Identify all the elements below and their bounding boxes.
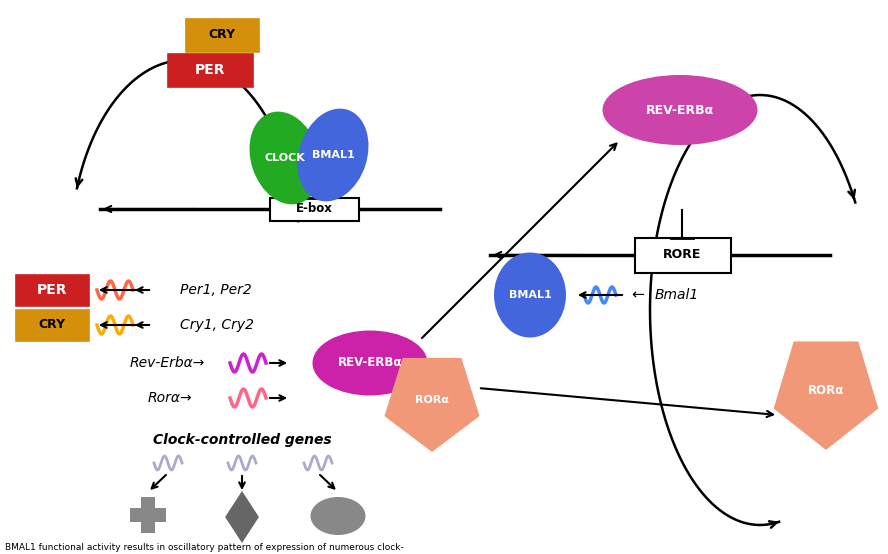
Text: Rev-Erbα→: Rev-Erbα→	[130, 356, 205, 370]
Bar	[141, 497, 155, 533]
FancyBboxPatch shape	[15, 274, 89, 305]
Text: BMAL1: BMAL1	[509, 290, 551, 300]
Polygon shape	[773, 341, 878, 450]
Bar	[130, 508, 166, 522]
Ellipse shape	[313, 331, 427, 396]
Text: CRY: CRY	[209, 28, 235, 42]
Ellipse shape	[602, 75, 757, 145]
Text: Cry1, Cry2: Cry1, Cry2	[180, 318, 254, 332]
Text: Per1, Per2: Per1, Per2	[180, 283, 252, 297]
Polygon shape	[385, 358, 480, 452]
Text: Clock-controlled genes: Clock-controlled genes	[153, 433, 331, 447]
Text: CRY: CRY	[38, 319, 66, 331]
Ellipse shape	[297, 109, 369, 202]
Text: Rorα→: Rorα→	[148, 391, 193, 405]
Text: BMAL1: BMAL1	[312, 150, 354, 160]
Ellipse shape	[494, 253, 566, 337]
Text: RORα: RORα	[808, 383, 844, 397]
FancyBboxPatch shape	[15, 310, 89, 341]
Text: RORα: RORα	[415, 395, 449, 405]
Text: BMAL1 functional activity results in oscillatory pattern of expression of numero: BMAL1 functional activity results in osc…	[5, 543, 404, 552]
Ellipse shape	[311, 497, 366, 535]
Text: Bmal1: Bmal1	[655, 288, 699, 302]
FancyBboxPatch shape	[635, 238, 731, 273]
Text: ←: ←	[631, 288, 645, 302]
FancyBboxPatch shape	[168, 54, 252, 86]
Text: PER: PER	[36, 283, 67, 297]
Text: CLOCK: CLOCK	[265, 153, 305, 163]
Text: PER: PER	[194, 63, 226, 77]
Text: REV-ERBα: REV-ERBα	[646, 104, 714, 116]
Polygon shape	[225, 491, 259, 543]
Text: E-box: E-box	[296, 203, 332, 216]
Text: RORE: RORE	[662, 249, 702, 261]
FancyBboxPatch shape	[186, 18, 258, 52]
FancyBboxPatch shape	[269, 197, 359, 220]
Text: REV-ERBα: REV-ERBα	[337, 357, 402, 370]
Ellipse shape	[250, 111, 321, 204]
